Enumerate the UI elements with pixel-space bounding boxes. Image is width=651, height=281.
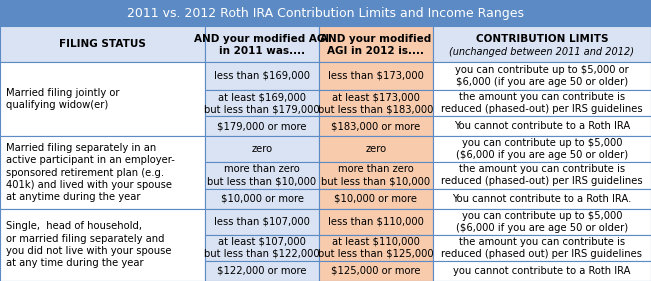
Text: at least $173,000
but less than $183,000: at least $173,000 but less than $183,000 bbox=[318, 92, 434, 114]
Bar bbox=[319, 116, 433, 136]
Text: less than $107,000: less than $107,000 bbox=[214, 217, 310, 227]
Text: the amount you can contribute is
reduced (phased-out) per IRS guidelines: the amount you can contribute is reduced… bbox=[441, 92, 643, 114]
Text: $125,000 or more: $125,000 or more bbox=[331, 266, 421, 276]
Text: the amount you can contribute is
reduced (phased out) per IRS guidelines: the amount you can contribute is reduced… bbox=[441, 237, 643, 259]
Text: AND your modified AGI: AND your modified AGI bbox=[195, 33, 329, 44]
Text: at least $110,000
but less than $125,000: at least $110,000 but less than $125,000 bbox=[318, 237, 434, 259]
Bar bbox=[205, 136, 319, 162]
Text: $10,000 or more: $10,000 or more bbox=[221, 194, 303, 204]
Bar bbox=[319, 189, 433, 209]
Text: zero: zero bbox=[251, 144, 273, 154]
Text: (unchanged between 2011 and 2012): (unchanged between 2011 and 2012) bbox=[449, 47, 635, 57]
Bar bbox=[433, 209, 651, 235]
Bar bbox=[205, 162, 319, 189]
Text: more than zero
but less than $10,000: more than zero but less than $10,000 bbox=[208, 164, 316, 187]
Text: $183,000 or more: $183,000 or more bbox=[331, 121, 421, 131]
Text: FILING STATUS: FILING STATUS bbox=[59, 39, 146, 49]
Text: AND your modified: AND your modified bbox=[320, 33, 432, 44]
Bar bbox=[205, 116, 319, 136]
Bar bbox=[433, 116, 651, 136]
Text: you can contribute up to $5,000
($6,000 if you are age 50 or older): you can contribute up to $5,000 ($6,000 … bbox=[456, 138, 628, 160]
Bar bbox=[0, 209, 205, 281]
Text: $179,000 or more: $179,000 or more bbox=[217, 121, 307, 131]
Text: zero: zero bbox=[365, 144, 387, 154]
Bar bbox=[0, 0, 651, 26]
Bar bbox=[433, 136, 651, 162]
Text: less than $173,000: less than $173,000 bbox=[328, 71, 424, 81]
Text: in 2011 was....: in 2011 was.... bbox=[219, 46, 305, 56]
Text: you can contribute up to $5,000 or
$6,000 (if you are age 50 or older): you can contribute up to $5,000 or $6,00… bbox=[455, 65, 629, 87]
Text: 2011 vs. 2012 Roth IRA Contribution Limits and Income Ranges: 2011 vs. 2012 Roth IRA Contribution Limi… bbox=[127, 6, 524, 20]
Bar bbox=[319, 26, 433, 62]
Bar bbox=[319, 136, 433, 162]
Bar bbox=[433, 26, 651, 62]
Bar bbox=[433, 261, 651, 281]
Bar bbox=[319, 261, 433, 281]
Text: you cannot contribute to a Roth IRA: you cannot contribute to a Roth IRA bbox=[453, 266, 631, 276]
Bar bbox=[433, 235, 651, 261]
Bar bbox=[433, 62, 651, 90]
Text: more than zero
but less than $10,000: more than zero but less than $10,000 bbox=[322, 164, 430, 187]
Bar bbox=[205, 189, 319, 209]
Bar bbox=[205, 62, 319, 90]
Text: Married filing separately in an
active participant in an employer-
sponsored ret: Married filing separately in an active p… bbox=[6, 143, 175, 202]
Bar bbox=[319, 90, 433, 116]
Text: $10,000 or more: $10,000 or more bbox=[335, 194, 417, 204]
Text: CONTRIBUTION LIMITS: CONTRIBUTION LIMITS bbox=[476, 33, 608, 44]
Text: $122,000 or more: $122,000 or more bbox=[217, 266, 307, 276]
Bar bbox=[319, 62, 433, 90]
Bar bbox=[0, 62, 205, 136]
Bar bbox=[433, 90, 651, 116]
Bar bbox=[319, 209, 433, 235]
Text: Single,  head of household,
or married filing separately and
you did not live wi: Single, head of household, or married fi… bbox=[6, 221, 171, 268]
Text: at least $107,000
but less than $122,000: at least $107,000 but less than $122,000 bbox=[204, 237, 320, 259]
Bar bbox=[433, 162, 651, 189]
Bar bbox=[205, 209, 319, 235]
Bar bbox=[0, 26, 205, 62]
Text: You cannot contribute to a Roth IRA.: You cannot contribute to a Roth IRA. bbox=[452, 194, 631, 204]
Text: less than $110,000: less than $110,000 bbox=[328, 217, 424, 227]
Bar bbox=[205, 235, 319, 261]
Text: the amount you can contribute is
reduced (phased-out) per IRS guidelines: the amount you can contribute is reduced… bbox=[441, 164, 643, 187]
Bar bbox=[319, 162, 433, 189]
Text: You cannot contribute to a Roth IRA: You cannot contribute to a Roth IRA bbox=[454, 121, 630, 131]
Text: AGI in 2012 is....: AGI in 2012 is.... bbox=[327, 46, 424, 56]
Text: less than $169,000: less than $169,000 bbox=[214, 71, 310, 81]
Text: you can contribute up to $5,000
($6,000 if you are age 50 or older): you can contribute up to $5,000 ($6,000 … bbox=[456, 211, 628, 233]
Bar bbox=[0, 136, 205, 209]
Bar bbox=[205, 261, 319, 281]
Text: at least $169,000
but less than $179,000: at least $169,000 but less than $179,000 bbox=[204, 92, 320, 114]
Text: Married filing jointly or
qualifying widow(er): Married filing jointly or qualifying wid… bbox=[6, 88, 120, 110]
Bar bbox=[319, 235, 433, 261]
Bar bbox=[205, 90, 319, 116]
Bar bbox=[205, 26, 319, 62]
Bar bbox=[433, 189, 651, 209]
